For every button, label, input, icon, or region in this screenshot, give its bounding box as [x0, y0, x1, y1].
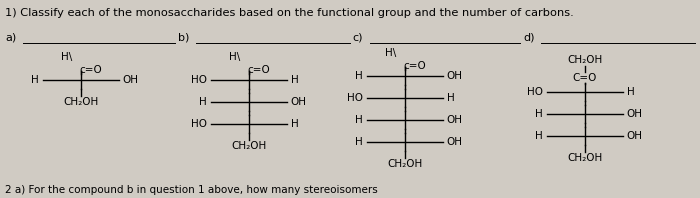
Text: d): d) [523, 33, 535, 43]
Text: 2 a) For the compound b in question 1 above, how many stereoisomers: 2 a) For the compound b in question 1 ab… [5, 185, 378, 195]
Text: H: H [355, 115, 363, 125]
Text: CH₂OH: CH₂OH [63, 97, 98, 107]
Text: HO: HO [190, 75, 206, 85]
Text: b): b) [178, 33, 190, 43]
Text: H: H [355, 137, 363, 147]
Text: OH: OH [626, 131, 643, 141]
Text: H: H [535, 109, 542, 119]
Text: CH₂OH: CH₂OH [567, 55, 602, 65]
Text: CH₂OH: CH₂OH [231, 141, 266, 151]
Text: c=O: c=O [248, 65, 270, 75]
Text: H: H [447, 93, 454, 103]
Text: H: H [535, 131, 542, 141]
Text: C=O: C=O [573, 73, 596, 83]
Text: H: H [199, 97, 206, 107]
Text: HO: HO [526, 87, 542, 97]
Text: CH₂OH: CH₂OH [387, 159, 422, 169]
Text: H: H [31, 75, 38, 85]
Text: CH₂OH: CH₂OH [567, 153, 602, 163]
Text: a): a) [5, 33, 16, 43]
Text: c=O: c=O [404, 61, 426, 71]
Text: H: H [626, 87, 634, 97]
Text: OH: OH [122, 75, 139, 85]
Text: H\: H\ [230, 52, 241, 62]
Text: c): c) [352, 33, 363, 43]
Text: c=O: c=O [80, 65, 102, 75]
Text: OH: OH [447, 115, 463, 125]
Text: OH: OH [447, 71, 463, 81]
Text: H: H [290, 119, 298, 129]
Text: 1) Classify each of the monosaccharides based on the functional group and the nu: 1) Classify each of the monosaccharides … [5, 8, 574, 18]
Text: HO: HO [346, 93, 363, 103]
Text: H\: H\ [385, 48, 397, 58]
Text: HO: HO [190, 119, 206, 129]
Text: H: H [355, 71, 363, 81]
Text: H: H [290, 75, 298, 85]
Text: OH: OH [290, 97, 307, 107]
Text: OH: OH [447, 137, 463, 147]
Text: H\: H\ [62, 52, 73, 62]
Text: OH: OH [626, 109, 643, 119]
